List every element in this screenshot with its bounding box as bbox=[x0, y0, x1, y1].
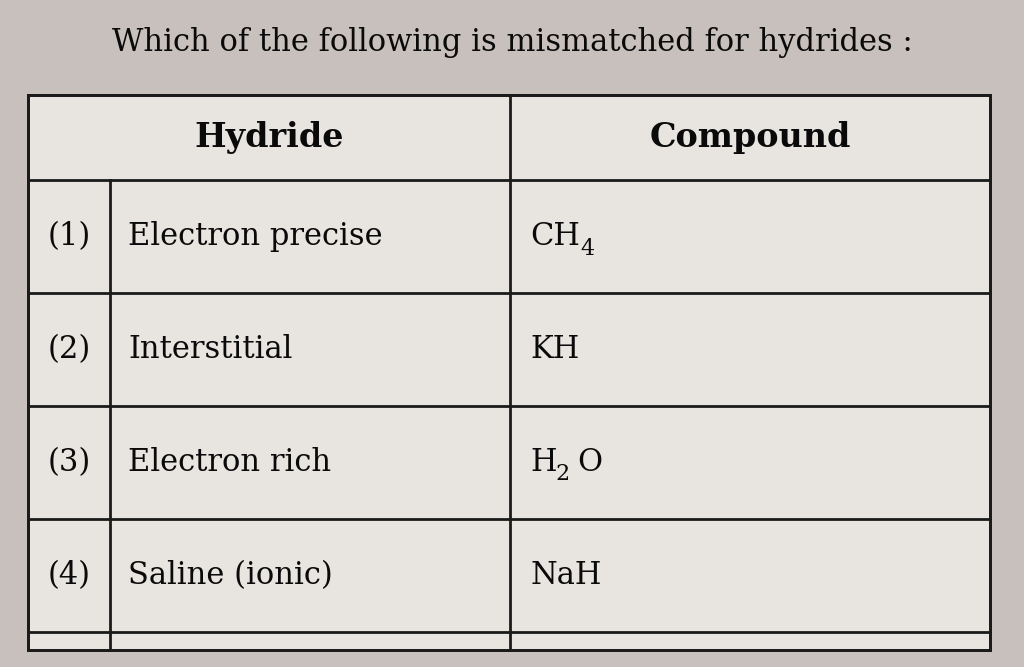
Text: NaH: NaH bbox=[530, 560, 601, 591]
Text: O: O bbox=[577, 447, 602, 478]
Bar bbox=[28, 95, 990, 650]
Text: (1): (1) bbox=[47, 221, 91, 252]
Text: Hydride: Hydride bbox=[195, 121, 344, 154]
Text: Electron rich: Electron rich bbox=[128, 447, 331, 478]
Text: (3): (3) bbox=[47, 447, 91, 478]
Text: (4): (4) bbox=[47, 560, 90, 591]
Text: CH: CH bbox=[530, 221, 580, 252]
Text: Interstitial: Interstitial bbox=[128, 334, 293, 365]
Text: Electron precise: Electron precise bbox=[128, 221, 383, 252]
Text: H: H bbox=[530, 447, 556, 478]
Text: KH: KH bbox=[530, 334, 580, 365]
Text: Compound: Compound bbox=[649, 121, 851, 154]
Text: (2): (2) bbox=[47, 334, 91, 365]
Text: Saline (ionic): Saline (ionic) bbox=[128, 560, 333, 591]
Text: 4: 4 bbox=[580, 237, 594, 259]
Text: 2: 2 bbox=[555, 464, 569, 486]
Text: Which of the following is mismatched for hydrides :: Which of the following is mismatched for… bbox=[112, 27, 912, 57]
